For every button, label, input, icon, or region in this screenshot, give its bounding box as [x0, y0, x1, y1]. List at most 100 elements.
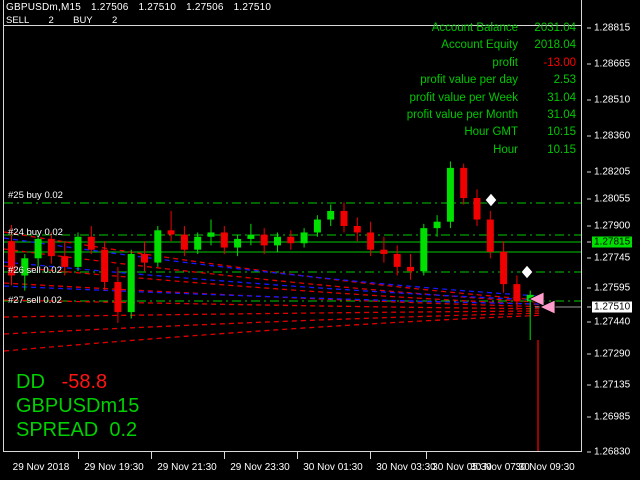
candle-body: [486, 219, 494, 252]
candle-body: [340, 210, 348, 226]
sell-label: SELL: [6, 15, 30, 26]
account-row: profit value per Month 31.04: [376, 107, 576, 124]
quote-high: 1.27510: [138, 2, 177, 13]
dd-row: DD -58.8: [16, 370, 139, 394]
symbol-period-label: GBPUSDm,M15: [6, 2, 81, 13]
account-row-label: profit: [492, 56, 518, 69]
time-axis-separator: [224, 452, 225, 459]
candle-body: [74, 236, 82, 267]
account-info-panel: Account Balance 2031.04 Account Equity 2018…: [376, 20, 576, 159]
candle-body: [446, 167, 454, 222]
candle-body: [367, 232, 375, 250]
account-row: profit -13.00: [376, 55, 576, 72]
chart-bottom-border: [3, 451, 582, 452]
sell-arrow-icon: [528, 291, 545, 307]
price-axis-tick-mark: [587, 171, 591, 173]
account-row-value: -13.00: [543, 56, 576, 69]
price-axis-tick-mark: [587, 225, 591, 227]
time-axis-separator: [370, 452, 371, 459]
price-axis-tick-mark: [587, 241, 591, 243]
candle-body: [34, 238, 42, 259]
account-row-value: 10:15: [547, 126, 576, 139]
candle-body: [260, 234, 268, 246]
chart-plot-area[interactable]: [4, 26, 581, 451]
account-row-label: profit value per Month: [406, 109, 518, 122]
price-axis-label: 1.26830: [594, 446, 631, 458]
price-axis-tick-mark: [587, 63, 591, 65]
order-entry-diamond-icon: [520, 264, 534, 280]
price-axis-tick-mark: [587, 353, 591, 355]
buy-count: 2: [111, 15, 118, 26]
account-row-value: 2031.04: [534, 22, 576, 34]
spread-value: 0.2: [109, 419, 138, 441]
time-axis-label: 30 Nov 09:30: [515, 462, 575, 473]
current-price-label: 1.27510: [592, 301, 633, 313]
candle-body: [47, 238, 55, 257]
price-axis-label: 1.26985: [594, 411, 631, 423]
price-axis-label: 1.28665: [594, 58, 631, 70]
candle-body: [287, 236, 295, 244]
candle-body: [460, 167, 468, 199]
time-axis-label: 30 Nov 01:30: [303, 462, 363, 473]
time-axis-label: 30 Nov 03:30: [376, 462, 436, 473]
time-axis-label: 29 Nov 23:30: [230, 462, 290, 473]
fan-line-red: [4, 310, 540, 318]
candle-body: [8, 241, 15, 276]
account-row: profit value per Week 31.04: [376, 90, 576, 107]
price-axis-label: 1.27135: [594, 379, 631, 391]
price-axis-tick-mark: [587, 287, 591, 289]
price-axis-tick-mark: [587, 27, 591, 29]
account-row-label: Hour: [493, 143, 518, 156]
fan-line-blue: [4, 261, 540, 301]
sell-arrow-icon: [539, 299, 556, 315]
candle-body: [194, 236, 202, 250]
time-axis-separator: [297, 452, 298, 459]
account-row: profit value per day 2.53: [376, 72, 576, 89]
candle-body: [247, 234, 255, 239]
order-label: #25 buy 0.02: [8, 190, 63, 201]
candle-body: [21, 258, 29, 276]
time-axis-label: 30 Nov 07:30: [470, 462, 530, 473]
price-axis-label: 1.27595: [594, 282, 631, 294]
candle-body: [207, 232, 215, 237]
chart-canvas: [4, 161, 581, 451]
account-row-label: Hour GMT: [464, 126, 518, 139]
quote-close: 1.27510: [233, 2, 272, 13]
time-axis-label: 29 Nov 19:30: [84, 462, 144, 473]
price-axis[interactable]: 1.28815 1.28665 1.28510 1.28360 1.28205 1.280…: [585, 0, 640, 480]
candle-body: [473, 198, 481, 220]
price-axis-tick-mark: [587, 416, 591, 418]
price-axis-label: 1.27745: [594, 252, 631, 264]
candle-body: [234, 238, 242, 248]
account-row: Hour 10.15: [376, 142, 576, 159]
price-axis-tick-mark: [587, 451, 591, 453]
candle-body: [433, 221, 441, 229]
account-row-label: Account Equity: [441, 39, 518, 52]
candle-body: [353, 226, 361, 233]
candle-body: [420, 228, 428, 272]
price-axis-tick-mark: [587, 321, 591, 323]
price-axis-tick-mark: [587, 198, 591, 200]
price-axis-tick-mark: [587, 306, 591, 308]
price-axis-label: 1.27900: [594, 220, 631, 232]
candle-body: [141, 253, 148, 263]
account-row-value: 10.15: [547, 143, 576, 156]
candle-body: [274, 236, 281, 246]
candle-body: [61, 256, 69, 267]
time-axis-separator: [78, 452, 79, 459]
price-axis-label: 1.27440: [594, 316, 631, 328]
order-entry-diamond-icon: [484, 192, 498, 208]
fan-line-blue: [4, 237, 540, 297]
candle-body: [180, 234, 188, 250]
time-axis-label: 29 Nov 21:30: [157, 462, 217, 473]
account-row-label: profit value per Week: [409, 91, 518, 104]
candle-body: [313, 219, 321, 233]
price-axis-label: 1.28360: [594, 130, 631, 142]
candle-body: [327, 210, 335, 220]
price-axis-tick-mark: [587, 384, 591, 386]
candle-body: [300, 232, 308, 244]
account-row: Hour GMT 10:15: [376, 124, 576, 141]
account-row-label: profit value per day: [420, 74, 518, 87]
dd-label: DD: [16, 371, 45, 393]
